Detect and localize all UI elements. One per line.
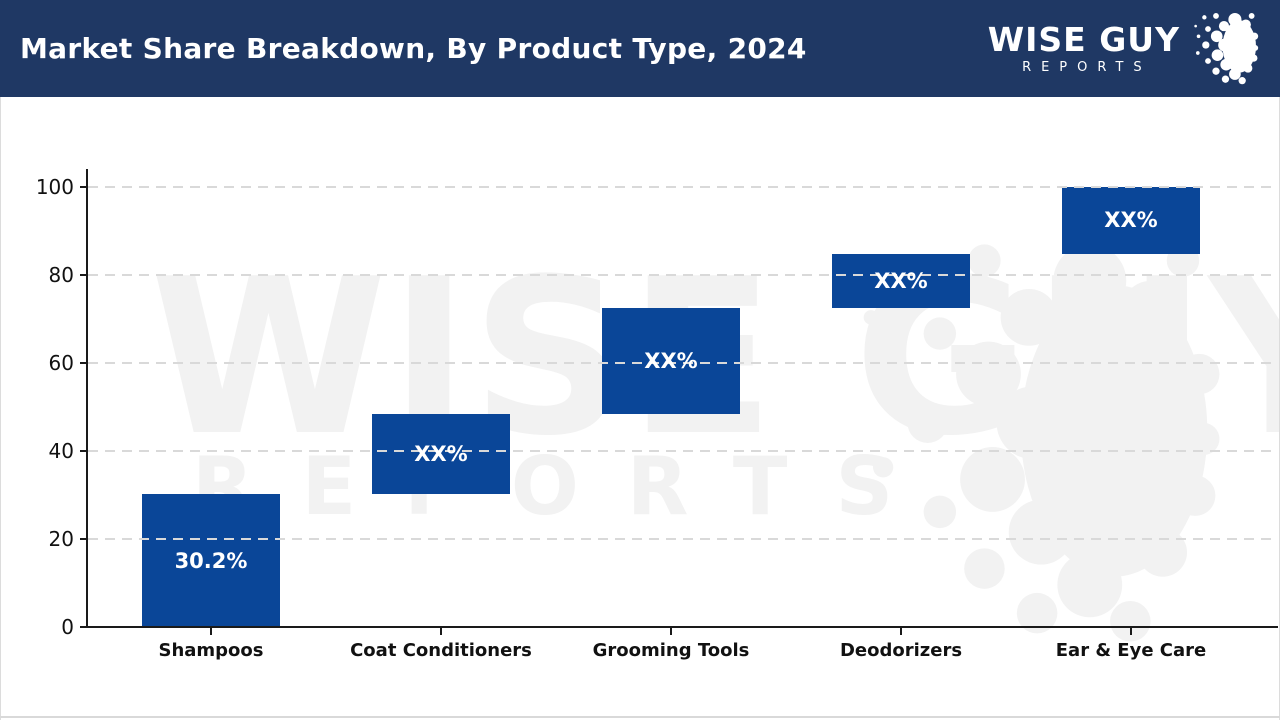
brand-logo-text: WISE GUY REPORTS <box>987 19 1180 75</box>
x-axis-label: Deodorizers <box>839 640 963 661</box>
y-tick-mark <box>80 186 87 188</box>
x-tick-mark <box>670 628 672 635</box>
y-tick-mark <box>80 362 87 364</box>
waterfall-bar-3 <box>602 307 740 415</box>
waterfall-bar-5 <box>1062 187 1200 254</box>
gridline <box>88 450 1278 452</box>
x-tick-mark <box>900 628 902 635</box>
bar-value-label: XX% <box>414 442 468 467</box>
y-tick-label: 40 <box>48 439 74 463</box>
x-axis-label: Ear & Eye Care <box>1055 640 1207 661</box>
y-tick-mark <box>80 538 87 540</box>
waterfall-bar-2 <box>372 414 510 495</box>
logo-wordmark: WISE GUY <box>987 19 1180 59</box>
y-tick-mark <box>80 626 87 628</box>
x-axis-label: Grooming Tools <box>592 640 750 661</box>
x-axis-label: Shampoos <box>158 640 264 661</box>
waterfall-bar-4 <box>832 253 970 308</box>
x-tick-mark <box>210 628 212 635</box>
page-border-bottom <box>0 716 1280 718</box>
bar-value-label: XX% <box>644 348 698 373</box>
watermark-subtext: REPORTS <box>192 440 942 533</box>
dotted-head-logo-icon <box>1194 12 1259 84</box>
page-border-left <box>0 97 1 720</box>
bar-value-label: XX% <box>1104 208 1158 233</box>
y-tick-mark <box>80 450 87 452</box>
y-axis-line <box>86 169 88 628</box>
gridline <box>88 538 1278 540</box>
logo-subtext: REPORTS <box>1022 59 1152 75</box>
gridline <box>88 362 1278 364</box>
waterfall-bar-1 <box>142 494 280 627</box>
brand-logo: WISE GUY REPORTS <box>988 7 1264 91</box>
y-tick-label: 100 <box>35 175 74 199</box>
x-axis-line <box>86 626 1278 628</box>
chart-title: Market Share Breakdown, By Product Type,… <box>20 32 807 65</box>
y-tick-label: 20 <box>48 527 74 551</box>
y-tick-mark <box>80 274 87 276</box>
bar-value-label: XX% <box>874 268 928 293</box>
x-tick-mark <box>440 628 442 635</box>
gridline <box>88 274 1278 276</box>
y-tick-label: 80 <box>48 263 74 287</box>
x-tick-mark <box>1130 628 1132 635</box>
bar-value-label: 30.2% <box>174 548 248 573</box>
gridline <box>88 186 1278 188</box>
x-axis-label: Coat Conditioners <box>350 640 532 661</box>
y-tick-label: 0 <box>61 615 74 639</box>
y-tick-label: 60 <box>48 351 74 375</box>
header: Market Share Breakdown, By Product Type,… <box>0 0 1280 97</box>
